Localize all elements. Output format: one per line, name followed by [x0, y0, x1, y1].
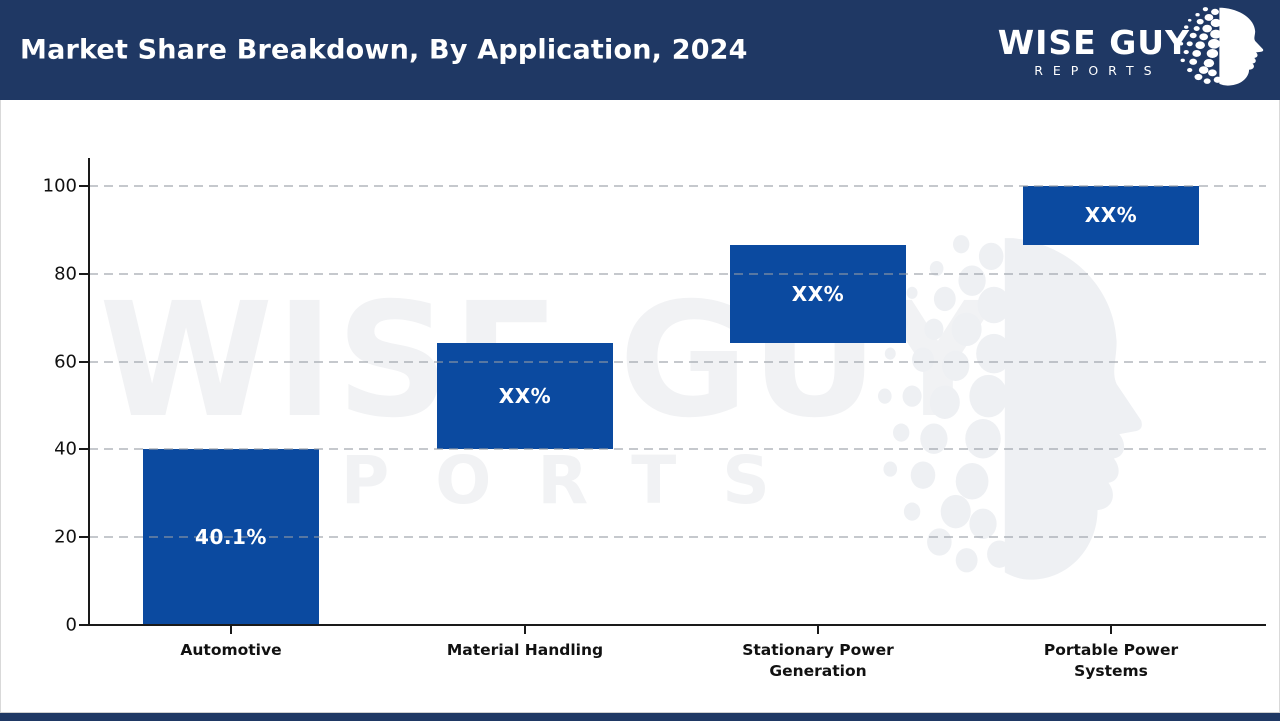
y-tick-100	[79, 185, 88, 187]
footer-bar	[0, 712, 1280, 721]
bar-segment-2	[437, 342, 613, 449]
x-tick-3	[817, 625, 819, 634]
brand-name: WISE GUY	[997, 22, 1190, 62]
y-tick-label-80: 80	[54, 263, 77, 285]
x-category-label-3: Stationary Power Generation	[742, 641, 894, 680]
gridline-60	[89, 360, 1266, 363]
x-tick-2	[524, 625, 526, 634]
chart-title: Market Share Breakdown, By Application, …	[20, 34, 748, 66]
y-tick-label-100: 100	[42, 175, 77, 197]
gridline-80	[89, 272, 1266, 275]
y-tick-0	[79, 624, 88, 626]
y-tick-80	[79, 272, 88, 275]
x-tick-1	[230, 625, 232, 634]
bar-value-label: XX%	[498, 383, 552, 408]
gridline-40	[89, 448, 1266, 451]
x-axis-line	[89, 624, 1266, 626]
header-bar: Market Share Breakdown, By Application, …	[0, 0, 1280, 100]
x-category-label-1: Automotive	[180, 641, 282, 659]
y-tick-20	[79, 536, 88, 539]
bar-segment-4	[1023, 186, 1199, 245]
bar-label-box-4: XX%	[1023, 186, 1199, 245]
y-tick-label-20: 20	[54, 526, 77, 548]
gridline-20	[89, 536, 1266, 539]
brand-logo: WISE GUY REPORTS	[998, 4, 1270, 96]
brand-subname: REPORTS	[1034, 62, 1162, 78]
y-tick-60	[79, 360, 88, 363]
y-tick-40	[79, 448, 88, 451]
wiseguy-face-icon	[1178, 7, 1264, 86]
brand-logo-text: WISE GUY REPORTS	[998, 23, 1190, 78]
bar-value-label: XX%	[791, 281, 845, 306]
chart-area: WISE GUY REPORTS 40.1%XX%XX%XX%020406080…	[0, 100, 1280, 712]
bar-label-box-1: 40.1%	[143, 449, 319, 625]
y-tick-label-0: 0	[65, 614, 77, 636]
bar-value-label: 40.1%	[195, 524, 267, 549]
watermark-face-icon	[878, 235, 1142, 580]
x-category-label-2: Material Handling	[446, 641, 604, 659]
y-tick-label-60: 60	[54, 351, 77, 373]
bar-value-label: XX%	[1084, 203, 1138, 228]
bar-segment-3	[730, 244, 906, 343]
x-category-label-4: Portable Power Systems	[1043, 641, 1179, 680]
gridline-100	[89, 185, 1266, 187]
y-axis-line	[88, 158, 90, 626]
bar-label-box-3: XX%	[730, 245, 906, 343]
y-tick-label-40: 40	[54, 438, 77, 460]
x-tick-4	[1110, 625, 1112, 634]
bar-label-box-2: XX%	[437, 343, 613, 449]
